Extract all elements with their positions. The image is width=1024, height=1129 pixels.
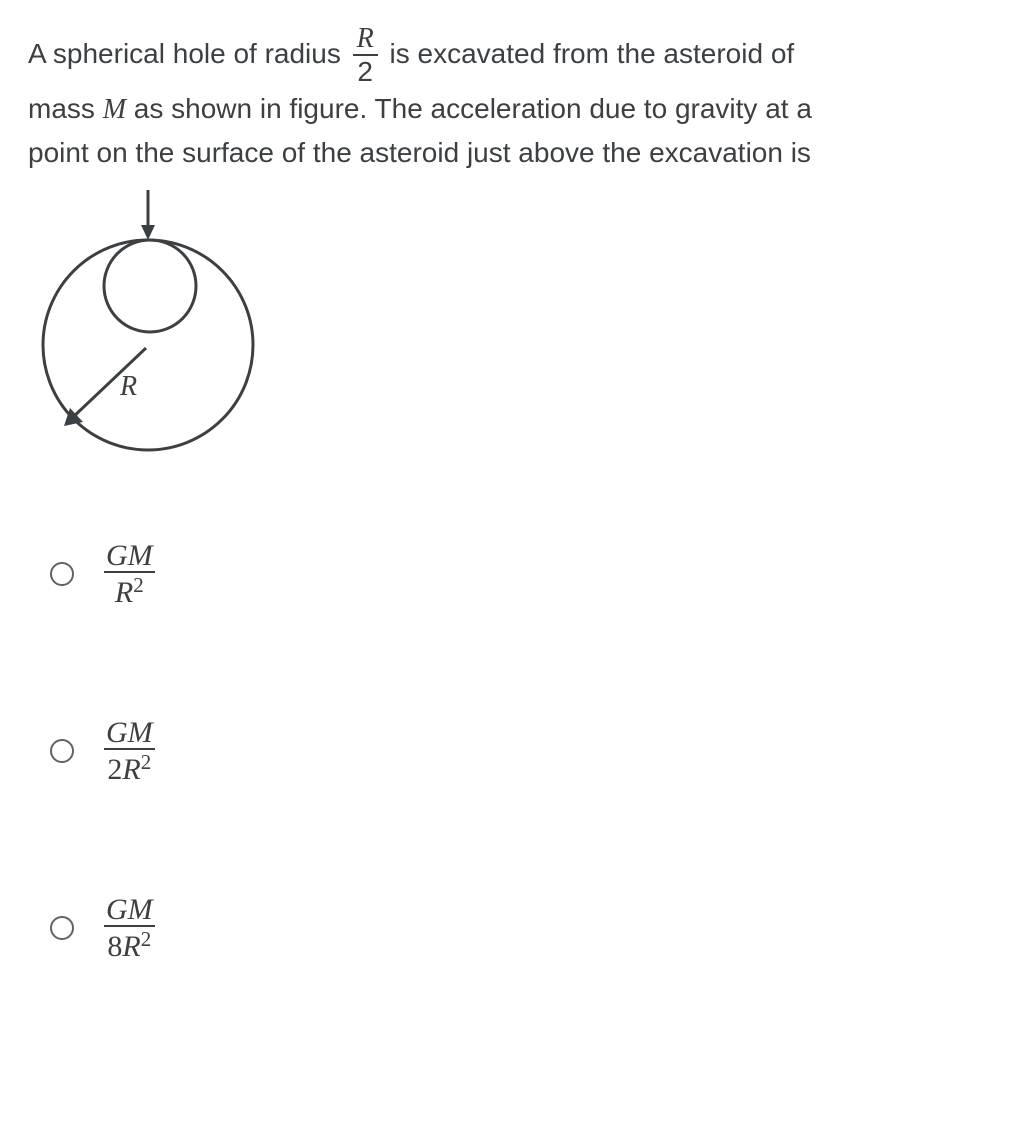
option-b[interactable]: GM 2R2 <box>50 717 996 786</box>
question-frac-num: R <box>353 24 378 56</box>
question-line3: point on the surface of the asteroid jus… <box>28 137 811 168</box>
question-mass-var: M <box>103 94 126 125</box>
question-line2-pre: mass <box>28 93 103 124</box>
option-b-fraction: GM 2R2 <box>104 717 155 786</box>
option-c-fraction: GM 8R2 <box>104 894 155 963</box>
option-a-fraction: GM R2 <box>104 540 155 609</box>
option-a[interactable]: GM R2 <box>50 540 996 609</box>
option-b-den: 2R2 <box>104 750 155 786</box>
option-c[interactable]: GM 8R2 <box>50 894 996 963</box>
question-frac-den: 2 <box>353 56 378 86</box>
option-a-num: GM <box>104 540 155 574</box>
option-c-num: GM <box>104 894 155 928</box>
radio-icon <box>50 562 74 586</box>
radio-icon <box>50 916 74 940</box>
question-fraction: R2 <box>353 24 378 87</box>
figure-radius-label: R <box>119 371 137 402</box>
option-c-den: 8R2 <box>104 927 155 963</box>
figure-inner-circle <box>104 240 196 332</box>
options-group: GM R2 GM 2R2 GM 8R2 <box>50 540 996 963</box>
option-a-den: R2 <box>104 573 155 609</box>
figure-arrow-head <box>141 225 155 240</box>
radio-icon <box>50 739 74 763</box>
question-text: A spherical hole of radius R2 is excavat… <box>28 24 996 175</box>
question-line1-post: is excavated from the asteroid of <box>382 38 794 69</box>
question-line1-pre: A spherical hole of radius <box>28 38 349 69</box>
option-b-num: GM <box>104 717 155 751</box>
figure-diagram: R <box>28 185 996 480</box>
question-line2-post: as shown in figure. The acceleration due… <box>126 93 812 124</box>
